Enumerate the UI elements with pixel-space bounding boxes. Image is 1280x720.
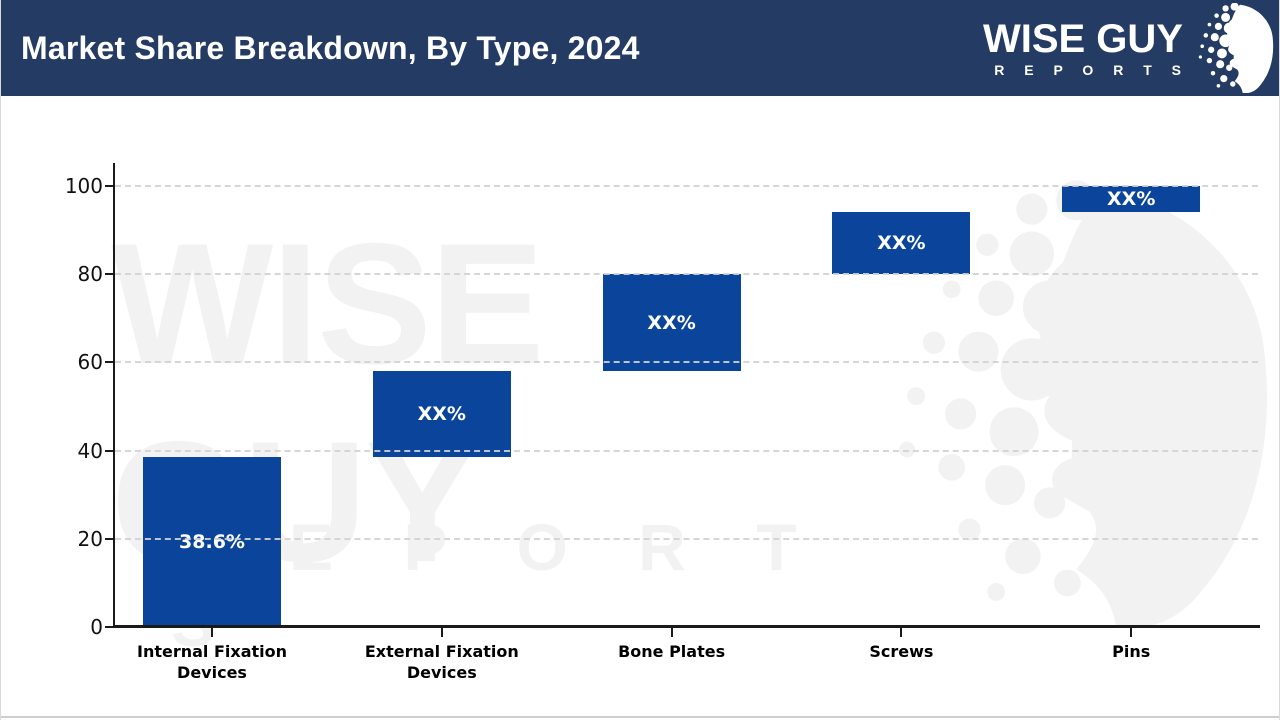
wiseguy-logo: WISE GUY R E P O R T S [983, 3, 1277, 93]
bar-value-label: XX% [877, 232, 926, 255]
y-tick-60 [105, 361, 114, 364]
logo-face-icon [1198, 3, 1274, 93]
logo-wordmark: WISE GUY [982, 17, 1183, 61]
bar-pins: XX% [1062, 185, 1201, 213]
x-tick-label-1: External Fixation Devices [364, 642, 519, 682]
x-tick-4 [1130, 628, 1133, 637]
chart-title: Market Share Breakdown, By Type, 2024 [21, 29, 640, 66]
gridline-20 [115, 537, 1258, 540]
gridline-60 [115, 361, 1258, 364]
y-tick-0 [105, 626, 114, 628]
x-axis-spine [113, 625, 1260, 628]
bar-value-label: XX% [647, 311, 696, 334]
header-bar: Market Share Breakdown, By Type, 2024 WI… [1, 0, 1279, 96]
bar-value-label: XX% [1107, 188, 1156, 211]
y-tick-label-0: 0 [90, 615, 103, 639]
y-tick-label-60: 60 [77, 350, 103, 375]
x-tick-label-0: Internal Fixation Devices [136, 642, 288, 682]
y-tick-40 [105, 449, 114, 452]
x-tick-0 [211, 628, 213, 637]
logo-text: WISE GUY R E P O R T S [983, 19, 1183, 77]
y-tick-20 [105, 537, 114, 540]
gridline-40 [115, 449, 1258, 452]
x-tick-1 [440, 628, 443, 637]
y-tick-label-80: 80 [77, 262, 103, 287]
x-tick-label-3: Screws [869, 642, 934, 661]
y-tick-label-20: 20 [77, 526, 103, 551]
x-tick-label-4: Pins [1112, 642, 1151, 661]
bar-internal-fixation-devices: 38.6% [143, 456, 281, 627]
gridline-80 [115, 273, 1258, 276]
y-tick-80 [105, 273, 114, 276]
y-tick-label-40: 40 [77, 438, 103, 463]
bar-value-label: 38.6% [179, 530, 245, 553]
bottom-border [1, 716, 1279, 718]
gridline-100 [115, 184, 1258, 187]
y-tick-100 [105, 184, 114, 187]
bar-value-label: XX% [417, 402, 466, 425]
y-axis-spine [113, 163, 115, 628]
bar-external-fixation-devices: XX% [372, 371, 511, 457]
x-tick-3 [900, 628, 903, 637]
bar-bone-plates: XX% [602, 274, 741, 372]
bar-screws: XX% [832, 212, 971, 275]
logo-subtitle: R E P O R T S [994, 62, 1189, 78]
y-tick-label-100: 100 [64, 173, 103, 198]
x-tick-2 [670, 628, 673, 637]
x-tick-label-2: Bone Plates [618, 642, 726, 661]
